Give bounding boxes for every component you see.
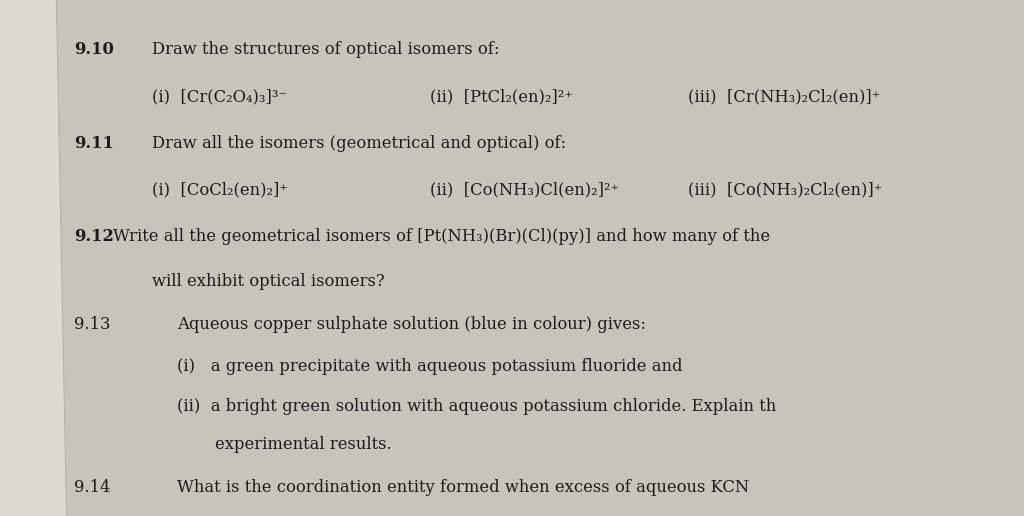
Text: Aqueous copper sulphate solution (blue in colour) gives:: Aqueous copper sulphate solution (blue i… [177, 316, 646, 333]
Text: 9.14: 9.14 [74, 479, 111, 496]
Text: (ii)  [PtCl₂(en)₂]²⁺: (ii) [PtCl₂(en)₂]²⁺ [430, 89, 572, 106]
Text: (iii)  [Co(NH₃)₂Cl₂(en)]⁺: (iii) [Co(NH₃)₂Cl₂(en)]⁺ [688, 182, 883, 199]
Text: Write all the geometrical isomers of [Pt(NH₃)(Br)(Cl)(py)] and how many of the: Write all the geometrical isomers of [Pt… [113, 228, 770, 245]
Text: (i)  [CoCl₂(en)₂]⁺: (i) [CoCl₂(en)₂]⁺ [152, 182, 288, 199]
Text: will exhibit optical isomers?: will exhibit optical isomers? [152, 273, 384, 291]
Text: (ii)  a bright green solution with aqueous potassium chloride. Explain th: (ii) a bright green solution with aqueou… [177, 398, 776, 415]
Text: Draw the structures of optical isomers of:: Draw the structures of optical isomers o… [152, 41, 499, 58]
Text: 9.13: 9.13 [74, 316, 111, 333]
Text: Draw all the isomers (geometrical and optical) of:: Draw all the isomers (geometrical and op… [152, 135, 566, 152]
Text: 9.11: 9.11 [74, 135, 114, 152]
Text: experimental results.: experimental results. [215, 436, 391, 453]
Text: 9.12: 9.12 [74, 228, 114, 245]
Text: (ii)  [Co(NH₃)Cl(en)₂]²⁺: (ii) [Co(NH₃)Cl(en)₂]²⁺ [430, 182, 620, 199]
Text: What is the coordination entity formed when excess of aqueous KCN: What is the coordination entity formed w… [177, 479, 750, 496]
Text: 9.10: 9.10 [74, 41, 114, 58]
Text: (i)   a green precipitate with aqueous potassium fluoride and: (i) a green precipitate with aqueous pot… [177, 358, 683, 375]
Text: (iii)  [Cr(NH₃)₂Cl₂(en)]⁺: (iii) [Cr(NH₃)₂Cl₂(en)]⁺ [688, 89, 881, 106]
Text: (i)  [Cr(C₂O₄)₃]³⁻: (i) [Cr(C₂O₄)₃]³⁻ [152, 89, 287, 106]
Polygon shape [0, 0, 67, 516]
